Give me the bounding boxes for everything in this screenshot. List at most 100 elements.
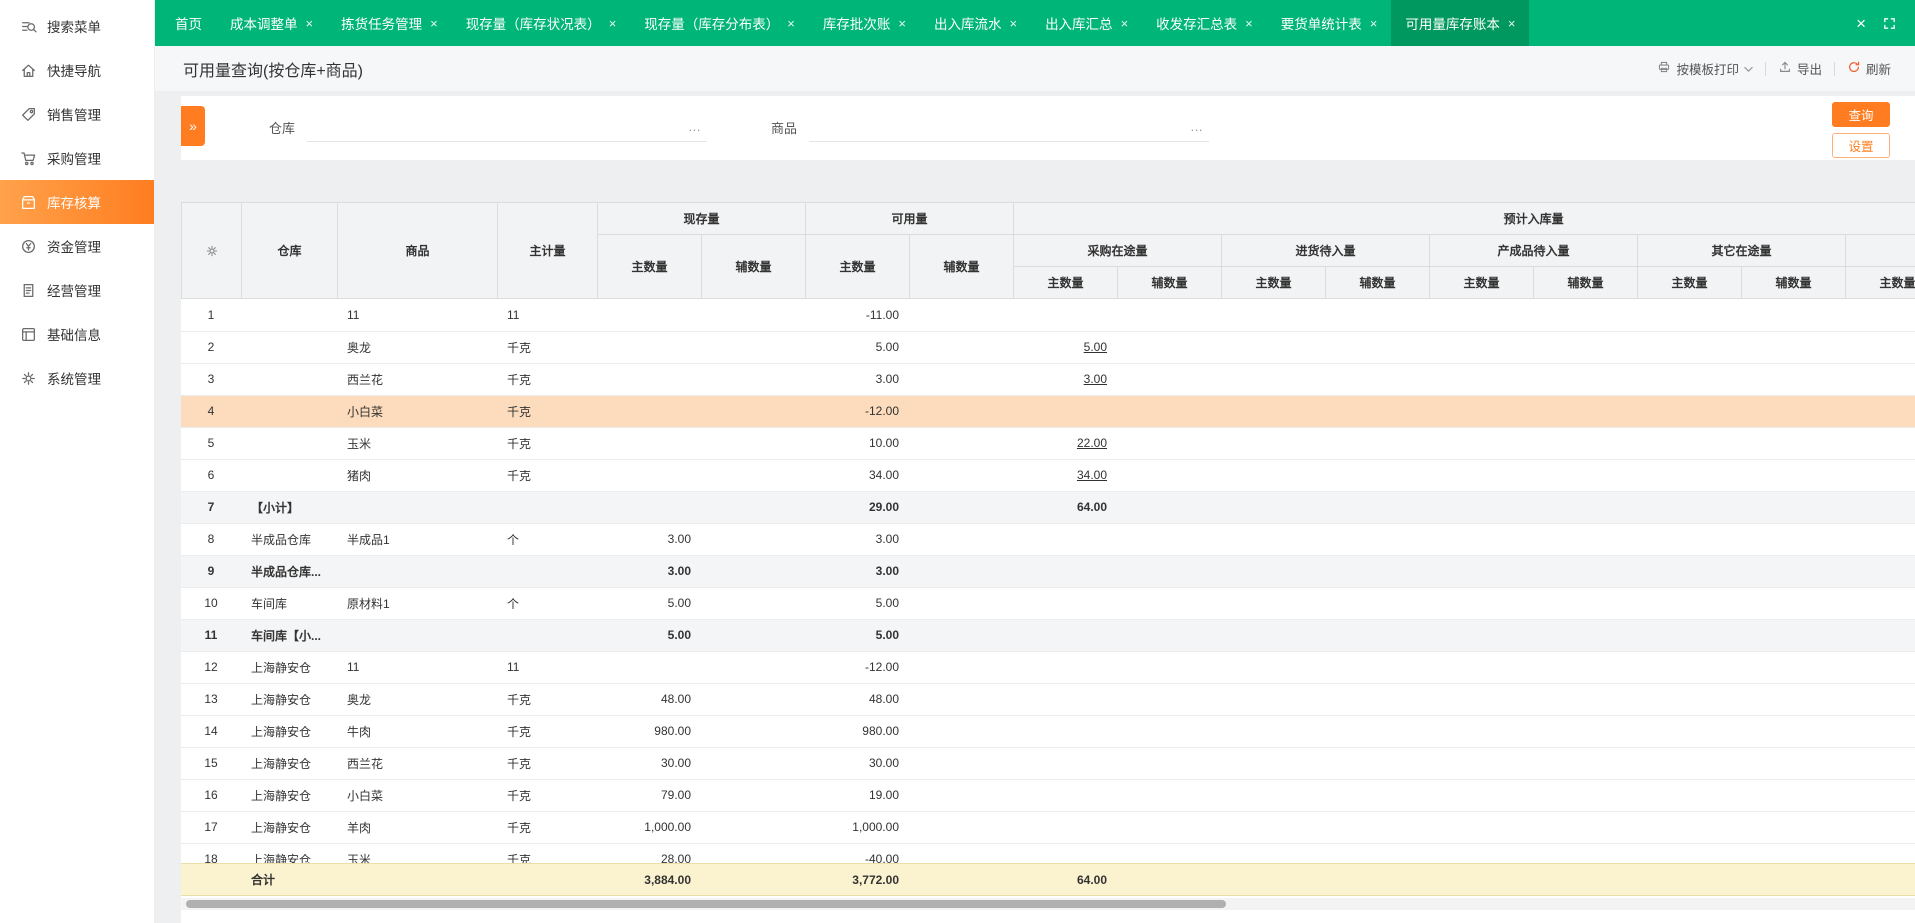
sidebar-item-系统管理[interactable]: 系统管理 <box>0 356 154 400</box>
tab-close-icon[interactable]: × <box>1245 15 1253 31</box>
tab-可用量库存账本[interactable]: 可用量库存账本 × <box>1391 0 1530 46</box>
cell-finished-goods-main-qty <box>1429 651 1533 684</box>
tab-close-icon[interactable]: × <box>1369 15 1378 31</box>
col-header-main-qty: 主数量 <box>1845 266 1915 299</box>
table-row[interactable]: 13 上海静安仓 奥龙 千克 48.00 48.00 <box>181 683 1915 716</box>
cell-finished-goods-main-qty <box>1429 811 1533 844</box>
cell-warehouse: 半成品仓库 <box>241 523 337 556</box>
table-row[interactable]: 6 猪肉 千克 34.00 34.00 <box>181 459 1915 492</box>
cell-purchase-in-transit-main-qty[interactable]: 3.00 <box>1013 363 1117 396</box>
cell-other-in-transit-main-qty <box>1637 491 1741 524</box>
table-row[interactable]: 4 小白菜 千克 -12.00 <box>181 395 1915 428</box>
subtotal-row[interactable]: 7 【小计】 29.00 64.00 <box>181 491 1915 524</box>
tab-label: 现存量（库存状况表） <box>465 17 601 32</box>
tab-现存量（库存状况表）[interactable]: 现存量（库存状况表） × <box>452 0 631 46</box>
tab-close-icon[interactable]: × <box>898 15 906 31</box>
tab-库存批次账[interactable]: 库存批次账 × <box>809 0 920 46</box>
table-row[interactable]: 18 上海静安仓 玉米 千克 28.00 -40.00 <box>181 843 1915 863</box>
sidebar-item-基础信息[interactable]: 基础信息 <box>0 312 154 356</box>
tab-拣货任务管理[interactable]: 拣货任务管理 × <box>327 0 452 46</box>
tab-出入库流水[interactable]: 出入库流水 × <box>920 0 1031 46</box>
cell-finished-goods-main-qty <box>1429 779 1533 812</box>
sidebar-item-搜索菜单[interactable]: 搜索菜单 <box>0 4 154 48</box>
horizontal-scrollbar[interactable] <box>181 898 1915 910</box>
cell-purchase-in-transit-main-qty[interactable]: 5.00 <box>1013 331 1117 364</box>
cell-incoming-pending-aux-qty <box>1325 331 1429 364</box>
cell-transfer-main-qty <box>1845 715 1915 748</box>
cell-purchase-in-transit-main-qty[interactable]: 34.00 <box>1013 459 1117 492</box>
table-row[interactable]: 2 奥龙 千克 5.00 5.00 <box>181 331 1915 364</box>
close-all-tabs-icon[interactable]: × <box>1856 13 1866 33</box>
horizontal-scrollbar-thumb[interactable] <box>186 900 1226 908</box>
table-row[interactable]: 16 上海静安仓 小白菜 千克 79.00 19.00 <box>181 779 1915 812</box>
table-row[interactable]: 17 上海静安仓 羊肉 千克 1,000.00 1,000.00 <box>181 811 1915 844</box>
table-row[interactable]: 5 玉米 千克 10.00 22.00 <box>181 427 1915 460</box>
tab-首页[interactable]: 首页 <box>161 0 216 46</box>
settings-button[interactable]: 设置 <box>1832 133 1890 158</box>
col-group-expected-inbound: 预计入库量 <box>1013 202 1915 235</box>
print-by-template-button[interactable]: 按模板打印 <box>1657 59 1753 78</box>
tab-close-icon[interactable]: × <box>608 15 617 31</box>
sidebar-item-快捷导航[interactable]: 快捷导航 <box>0 48 154 92</box>
table-row[interactable]: 1 11 11 -11.00 <box>181 299 1915 332</box>
cell-finished-goods-aux-qty <box>1533 619 1637 652</box>
cell-purchase-in-transit-aux-qty <box>1117 619 1221 652</box>
sidebar-item-销售管理[interactable]: 销售管理 <box>0 92 154 136</box>
sidebar-item-资金管理[interactable]: 资金管理 <box>0 224 154 268</box>
warehouse-input[interactable]: … <box>307 114 708 142</box>
warehouse-lookup-ellipsis-icon[interactable]: … <box>688 119 702 134</box>
cell-unit: 千克 <box>497 395 597 428</box>
sidebar-item-采购管理[interactable]: 采购管理 <box>0 136 154 180</box>
tab-label: 可用量库存账本 <box>1405 17 1500 32</box>
cell-finished-goods-aux-qty <box>1533 523 1637 556</box>
cell-available-aux-qty <box>909 619 1013 652</box>
table-row[interactable]: 14 上海静安仓 牛肉 千克 980.00 980.00 <box>181 715 1915 748</box>
tab-现存量（库存分布表）[interactable]: 现存量（库存分布表） × <box>630 0 809 46</box>
fullscreen-icon[interactable] <box>1882 16 1897 31</box>
tab-label: 要货单统计表 <box>1280 17 1362 32</box>
tab-close-icon[interactable]: × <box>1009 15 1018 31</box>
subtotal-row[interactable]: 9 半成品仓库... 3.00 3.00 <box>181 555 1915 588</box>
tab-close-icon[interactable]: × <box>430 15 438 31</box>
table-row[interactable]: 10 车间库 原材料1 个 5.00 5.00 <box>181 587 1915 620</box>
table-row[interactable]: 12 上海静安仓 11 11 -12.00 <box>181 651 1915 684</box>
subtotal-row[interactable]: 11 车间库【小... 5.00 5.00 <box>181 619 1915 652</box>
goods-lookup-ellipsis-icon[interactable]: … <box>1190 119 1204 134</box>
cell-available-aux-qty <box>909 331 1013 364</box>
col-header-unit: 主计量 <box>497 202 598 299</box>
expand-filter-button[interactable]: » <box>181 106 205 146</box>
sidebar-item-经营管理[interactable]: 经营管理 <box>0 268 154 312</box>
warehouse-filter-field: 仓库 … <box>269 114 708 142</box>
refresh-button[interactable]: 刷新 <box>1847 59 1891 78</box>
table-row[interactable]: 15 上海静安仓 西兰花 千克 30.00 30.00 <box>181 747 1915 780</box>
goods-input[interactable]: … <box>809 114 1210 142</box>
tab-要货单统计表[interactable]: 要货单统计表 × <box>1267 0 1392 46</box>
cell-finished-goods-main-qty <box>1429 299 1533 332</box>
tab-收发存汇总表[interactable]: 收发存汇总表 × <box>1142 0 1267 46</box>
tab-close-icon[interactable]: × <box>305 15 314 31</box>
cell-transfer-main-qty <box>1845 427 1915 460</box>
cell-finished-goods-main-qty <box>1429 363 1533 396</box>
cell-current-main-qty: 5.00 <box>597 619 701 652</box>
table-row[interactable]: 8 半成品仓库 半成品1 个 3.00 3.00 <box>181 523 1915 556</box>
cell-purchase-in-transit-main-qty[interactable]: 22.00 <box>1013 427 1117 460</box>
tab-close-icon[interactable]: × <box>1120 15 1129 31</box>
tab-close-icon[interactable]: × <box>787 15 795 31</box>
cell-finished-goods-aux-qty <box>1533 459 1637 492</box>
table-row[interactable]: 3 西兰花 千克 3.00 3.00 <box>181 363 1915 396</box>
tab-出入库汇总[interactable]: 出入库汇总 × <box>1031 0 1142 46</box>
cell-available-aux-qty <box>909 459 1013 492</box>
cell-transfer-main-qty <box>1845 619 1915 652</box>
query-button[interactable]: 查询 <box>1832 102 1890 127</box>
export-button[interactable]: 导出 <box>1778 59 1822 78</box>
tab-close-icon[interactable]: × <box>1507 15 1516 31</box>
cell-current-aux-qty <box>701 747 805 780</box>
cell-transfer-main-qty <box>1845 523 1915 556</box>
cell-warehouse: 车间库 <box>241 587 337 620</box>
row-number: 15 <box>181 747 241 780</box>
tab-成本调整单[interactable]: 成本调整单 × <box>216 0 327 46</box>
column-config-gear-icon[interactable] <box>181 202 242 299</box>
cell-available-aux-qty <box>909 651 1013 684</box>
cell-goods: 玉米 <box>337 843 497 863</box>
sidebar-item-库存核算[interactable]: 库存核算 <box>0 180 154 224</box>
